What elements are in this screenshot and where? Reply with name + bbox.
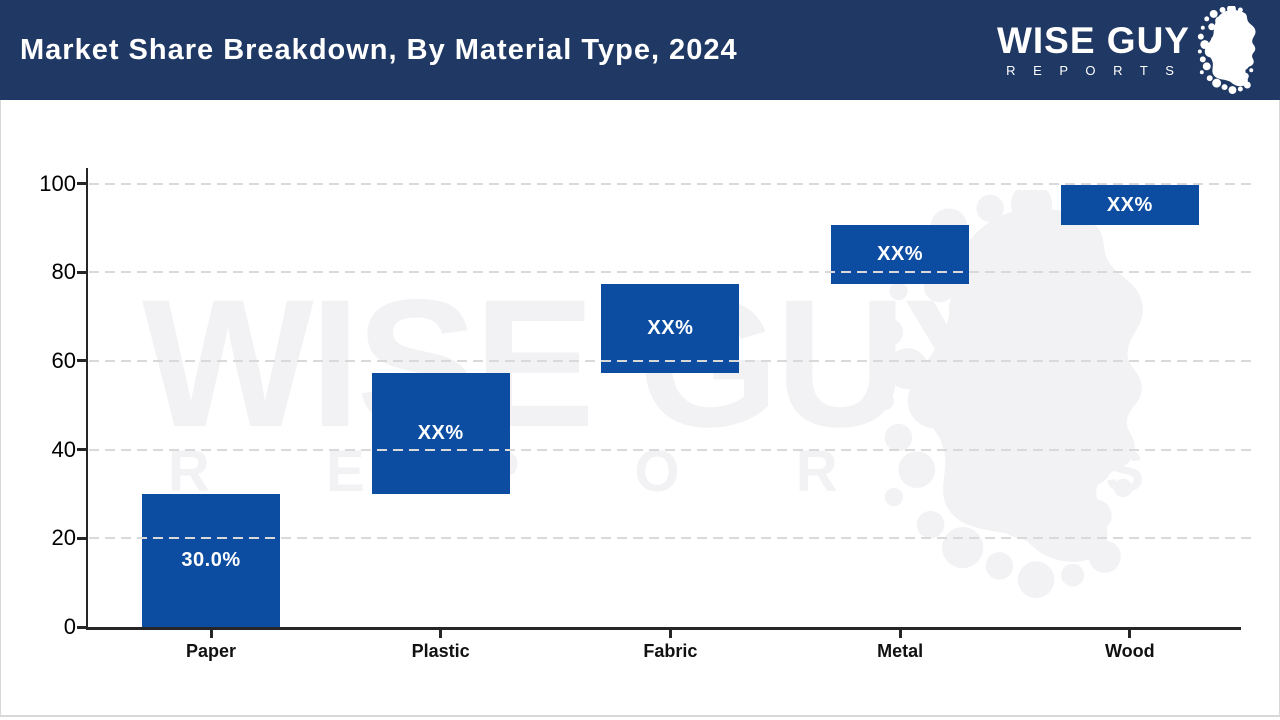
- x-axis-category-label: Wood: [1104, 641, 1155, 661]
- gridline-80: [89, 271, 1255, 274]
- page-title: Market Share Breakdown, By Material Type…: [20, 33, 738, 66]
- y-axis-tick-label: 20: [51, 525, 76, 551]
- bar-value-label: XX%: [647, 317, 694, 340]
- bar-plastic: XX%: [371, 372, 510, 494]
- gridline-40: [89, 448, 1255, 451]
- y-axis-tick-label: 40: [51, 436, 76, 462]
- bar-value-label: XX%: [417, 421, 464, 444]
- y-axis-tick-mark: [77, 359, 86, 363]
- x-axis-category-label: Plastic: [411, 641, 470, 661]
- bar-fabric: XX%: [601, 284, 740, 373]
- gridline-60: [89, 359, 1255, 362]
- x-axis-category-label: Paper: [185, 641, 237, 661]
- y-axis-tick-label: 60: [51, 347, 76, 373]
- logo-subtext: R E P O R T S: [1006, 63, 1181, 78]
- bar-metal: XX%: [831, 225, 970, 285]
- x-axis-tick-mark: [1128, 629, 1132, 638]
- header: Market Share Breakdown, By Material Type…: [0, 0, 1280, 100]
- x-axis-tick-mark: [898, 629, 902, 638]
- y-axis-tick-label: 80: [51, 259, 76, 285]
- x-axis-tick-mark: [439, 629, 443, 638]
- y-axis-tick-mark: [77, 536, 86, 540]
- bar-value-label: 30.0%: [181, 548, 241, 571]
- bar-value-label: XX%: [1106, 193, 1153, 216]
- y-axis-tick-mark: [77, 625, 86, 629]
- gridline-20: [89, 537, 1255, 540]
- logo-face-icon: [1197, 6, 1256, 94]
- bar-wood: XX%: [1060, 185, 1199, 226]
- x-axis-line: [85, 626, 1241, 630]
- watermark-wordmark: WISE GUY: [142, 261, 1024, 465]
- y-axis-line: [85, 168, 88, 629]
- x-axis-tick-mark: [209, 629, 213, 638]
- bar-value-label: XX%: [877, 243, 924, 266]
- y-axis-tick-mark: [77, 448, 86, 452]
- y-axis-tick-label: 100: [39, 170, 76, 196]
- x-axis-category-label: Metal: [877, 641, 924, 661]
- logo-wordmark: WISE GUY: [996, 20, 1190, 61]
- logo-text: WISE GUY R E P O R T S: [997, 21, 1190, 79]
- y-axis-tick-label: 0: [63, 614, 76, 639]
- bar-paper: 30.0%: [142, 493, 280, 627]
- y-axis-tick-mark: [77, 182, 86, 185]
- x-axis-category-label: Fabric: [643, 641, 698, 661]
- y-axis-tick-mark: [77, 270, 86, 274]
- brand-logo: WISE GUY R E P O R T S: [997, 6, 1266, 94]
- x-axis-tick-mark: [668, 629, 672, 638]
- gridline-100: [89, 182, 1255, 185]
